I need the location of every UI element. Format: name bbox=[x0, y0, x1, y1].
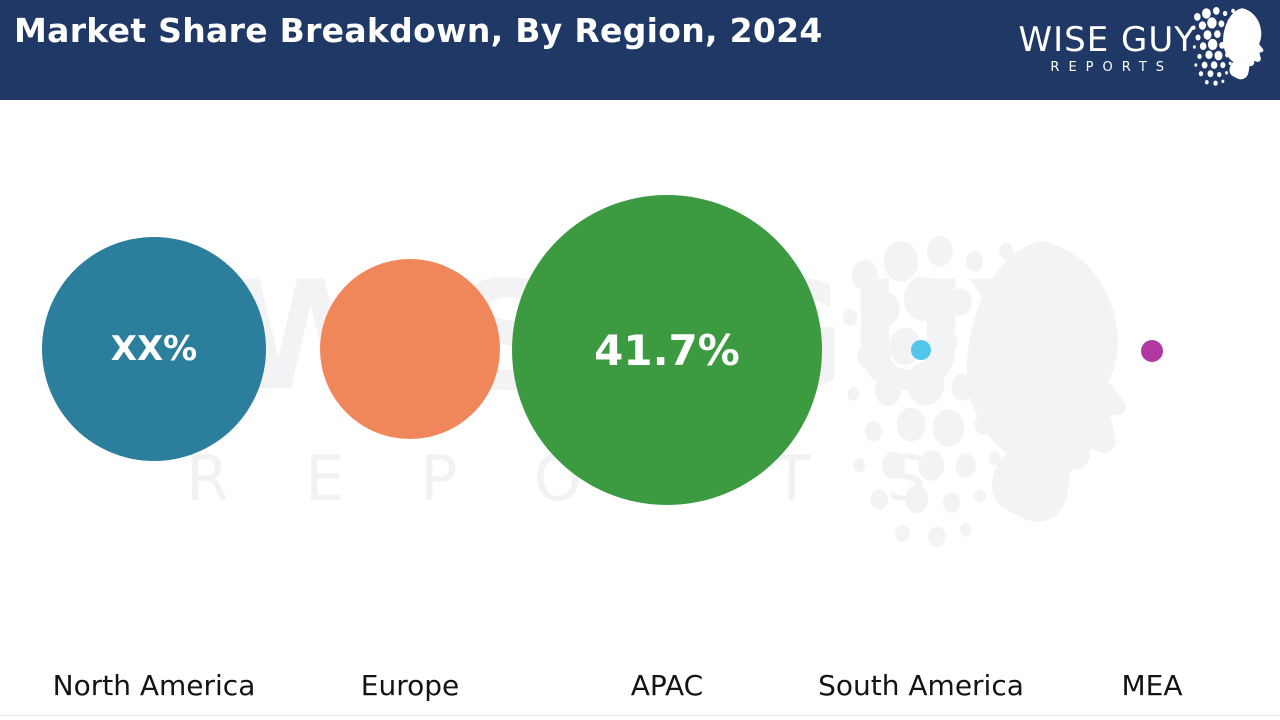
watermark-face-image bbox=[843, 235, 1126, 547]
face-profile bbox=[1223, 8, 1264, 80]
bubble-south-america bbox=[911, 340, 931, 360]
bubble-mea bbox=[1141, 340, 1163, 362]
face-dots bbox=[843, 235, 1018, 547]
bottom-divider bbox=[0, 715, 1280, 716]
brand-name: WISE GUY bbox=[1018, 20, 1196, 61]
bubble-north-america: XX% bbox=[42, 237, 266, 461]
page-title: Market Share Breakdown, By Region, 2024 bbox=[14, 11, 823, 50]
region-label-north-america: North America bbox=[52, 669, 256, 702]
region-label-south-america: South America bbox=[818, 669, 1024, 702]
bubble-value-label: 41.7% bbox=[594, 325, 740, 375]
brand-logo-text: WISE GUY REPORTS bbox=[1018, 19, 1196, 75]
region-label-europe: Europe bbox=[360, 669, 460, 702]
face-profile bbox=[966, 241, 1126, 522]
header-banner: Market Share Breakdown, By Region, 2024 … bbox=[0, 0, 1280, 100]
wise-guy-face-icon bbox=[1191, 7, 1264, 86]
region-label-apac: APAC bbox=[630, 669, 704, 702]
bubble-value-label: XX% bbox=[110, 329, 198, 369]
brand-tagline: REPORTS bbox=[1050, 59, 1174, 75]
region-label-mea: MEA bbox=[1121, 669, 1183, 702]
bubble-apac: 41.7% bbox=[512, 195, 822, 505]
brand-logo: WISE GUY REPORTS bbox=[1018, 4, 1274, 90]
bubble-europe bbox=[320, 259, 500, 439]
